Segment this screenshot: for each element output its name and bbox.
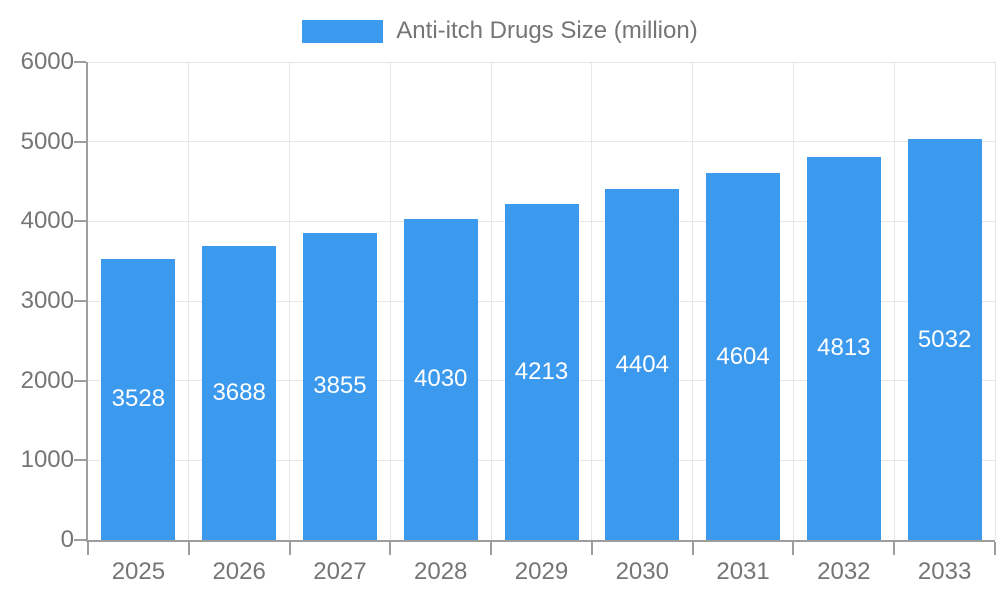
bar-2033[interactable]: 5032 (907, 139, 982, 540)
x-axis-tick (389, 542, 392, 555)
gridline-vertical (792, 62, 794, 540)
y-axis-tick-label: 3000 (20, 287, 74, 314)
x-axis-tick-label: 2028 (414, 558, 468, 585)
x-axis-tick-label: 2033 (917, 558, 972, 585)
gridline-vertical (692, 62, 694, 540)
y-axis-labels: 0 1000 2000 3000 4000 5000 6000 (0, 48, 74, 553)
x-axis-tick (792, 542, 795, 555)
x-axis-tick-label: 2027 (313, 558, 367, 585)
x-axis-tick-label: 2025 (111, 558, 166, 585)
x-axis-tick (590, 542, 593, 555)
x-axis-tick (187, 542, 190, 555)
bar-value-label: 3855 (313, 372, 367, 400)
y-axis-tick-label: 4000 (20, 207, 74, 235)
y-axis-tick-label: 2000 (20, 366, 74, 394)
y-axis-tick (74, 539, 86, 541)
x-axis-tick-label: 2029 (514, 558, 569, 585)
x-axis-tick (893, 542, 896, 555)
y-axis-tick (74, 61, 86, 63)
y-axis-tick-label: 6000 (20, 48, 74, 75)
bar-2027[interactable]: 3855 (302, 232, 377, 540)
gridline-horizontal (88, 141, 995, 143)
bar-2029[interactable]: 4213 (504, 204, 579, 540)
bar-value-label: 3528 (111, 385, 166, 413)
x-axis-tick (994, 542, 996, 555)
y-axis-tick-label: 1000 (20, 446, 74, 474)
gridline-vertical (490, 62, 492, 540)
bar-value-label: 5032 (917, 325, 972, 353)
y-axis-tick (74, 220, 86, 223)
bar-2031[interactable]: 4604 (706, 173, 781, 540)
gridline-vertical (389, 62, 391, 540)
y-axis-line (86, 62, 88, 542)
x-axis-line (86, 540, 995, 542)
legend-item[interactable]: Anti-itch Drugs Size (million) (302, 17, 698, 45)
bar-2025[interactable]: 3528 (101, 258, 176, 540)
gridline-vertical (289, 62, 291, 540)
bar-2030[interactable]: 4404 (605, 189, 680, 540)
bar-2028[interactable]: 4030 (403, 218, 478, 540)
x-axis-tick (490, 542, 493, 555)
gridline-vertical (188, 62, 190, 540)
bar-2026[interactable]: 3688 (202, 246, 277, 540)
x-axis-tick (87, 542, 89, 555)
gridline-vertical (893, 62, 895, 540)
x-axis-tick (691, 542, 694, 555)
y-axis-tick (74, 300, 86, 302)
y-axis-tick (74, 379, 86, 382)
bar-value-label: 4213 (514, 358, 569, 386)
y-axis-tick-label: 5000 (20, 127, 74, 155)
plot-area: 3528 3688 3855 4030 4213 4404 4604 4813 5032 (74, 61, 996, 555)
x-axis-tick-label: 2026 (212, 558, 266, 585)
x-axis-tick-label: 2030 (615, 558, 669, 585)
legend-swatch-icon (302, 19, 384, 43)
bar-value-label: 4813 (817, 334, 871, 362)
gridline-vertical (591, 62, 593, 540)
bar-value-label: 4604 (716, 342, 770, 370)
y-axis-tick (74, 140, 86, 143)
bar-value-label: 4404 (615, 350, 669, 378)
y-axis-tick (74, 459, 86, 462)
legend: Anti-itch Drugs Size (million) (0, 17, 1000, 45)
x-axis-labels: 2025 2026 2027 2028 2029 2030 2031 2032 2033 (88, 552, 995, 592)
gridline-vertical (994, 62, 996, 540)
x-axis-tick-label: 2031 (716, 558, 770, 585)
bar-value-label: 3688 (212, 379, 266, 407)
x-axis-tick (288, 542, 291, 555)
y-axis-tick-label: 0 (60, 526, 74, 553)
x-axis-tick-label: 2032 (817, 558, 871, 585)
bar-2032[interactable]: 4813 (806, 156, 881, 540)
gridline-horizontal (88, 61, 995, 63)
legend-label: Anti-itch Drugs Size (million) (396, 17, 698, 44)
bar-value-label: 4030 (414, 365, 468, 393)
